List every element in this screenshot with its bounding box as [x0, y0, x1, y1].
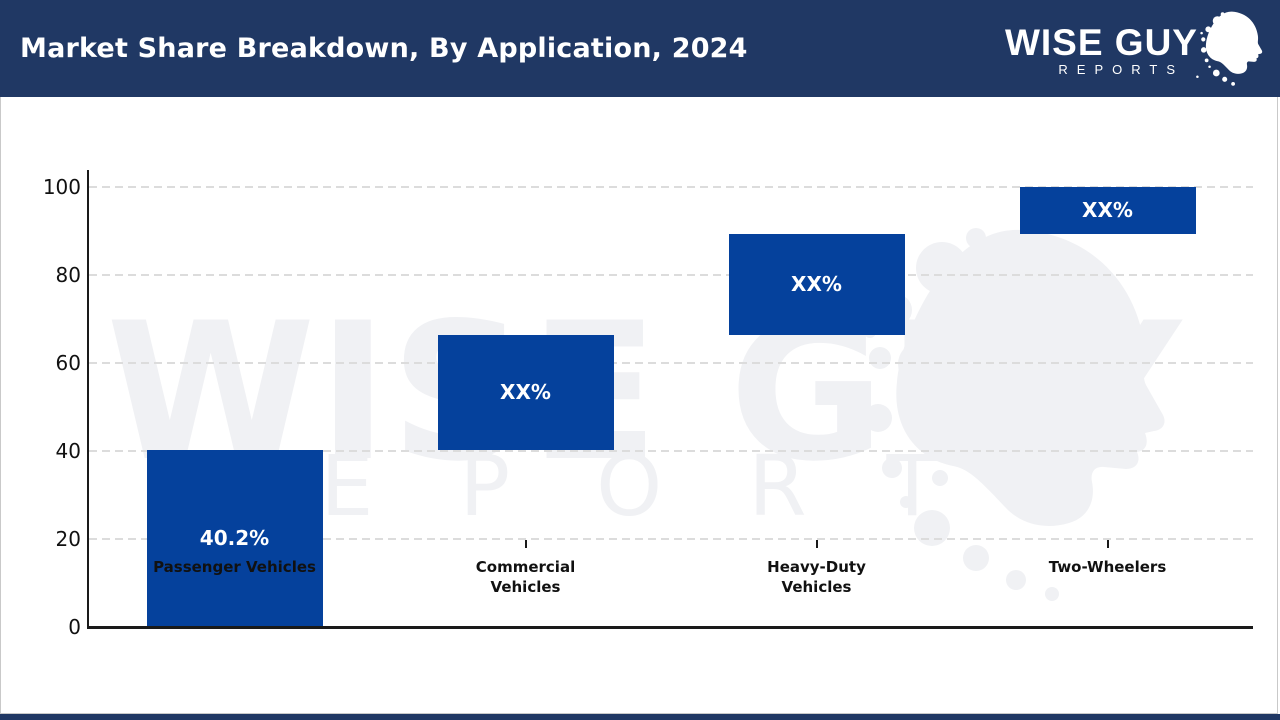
bar-commercial-vehicles — [437, 335, 614, 451]
gridline — [89, 186, 1253, 188]
page-title: Market Share Breakdown, By Application, … — [20, 33, 748, 64]
gridline — [89, 538, 1253, 540]
bar-value-label: XX% — [791, 271, 842, 296]
x-category-label: Two-Wheelers — [1048, 558, 1167, 576]
bar-two-wheelers — [1019, 187, 1196, 235]
chart-card: WISE GUY REPORTS 40.2% XX% XX% XX% 0 20 40 60 8… — [0, 97, 1278, 714]
bar-value-label: 40.2% — [199, 525, 270, 550]
gridline — [89, 274, 1253, 276]
x-category-label: Commercial Vehicles — [475, 558, 576, 596]
x-axis-tick — [1106, 540, 1109, 548]
y-tick-label: 20 — [55, 527, 81, 551]
gridline — [89, 450, 1253, 452]
y-axis-line — [87, 170, 89, 628]
gridline — [89, 362, 1253, 364]
footer-bar — [0, 714, 1280, 720]
logo-head-icon — [1196, 11, 1263, 86]
x-category-label: Heavy-Duty Vehicles — [767, 558, 866, 596]
bar-value-label: XX% — [500, 379, 551, 404]
logo-subtext: REPORTS — [1058, 62, 1184, 77]
y-tick-label: 40 — [55, 439, 81, 463]
wise-guy-reports-logo: WISE GUY REPORTS — [1005, 6, 1270, 92]
y-tick-label: 80 — [55, 263, 81, 287]
y-tick-label: 0 — [68, 615, 81, 639]
bar-passenger-vehicles — [146, 450, 323, 627]
plot-area: 40.2% XX% XX% XX% — [89, 186, 1253, 627]
logo-wordmark: WISE GUY — [1004, 22, 1198, 63]
x-axis-tick — [524, 540, 527, 548]
bar-heavy-duty-vehicles — [728, 234, 905, 336]
x-axis-tick — [815, 540, 818, 548]
x-category-label: Passenger Vehicles — [153, 558, 316, 576]
y-tick-label: 60 — [55, 351, 81, 375]
y-tick-label: 100 — [42, 175, 81, 199]
header: Market Share Breakdown, By Application, … — [0, 0, 1280, 97]
x-axis-line — [87, 626, 1253, 629]
bar-value-label: XX% — [1082, 197, 1133, 222]
